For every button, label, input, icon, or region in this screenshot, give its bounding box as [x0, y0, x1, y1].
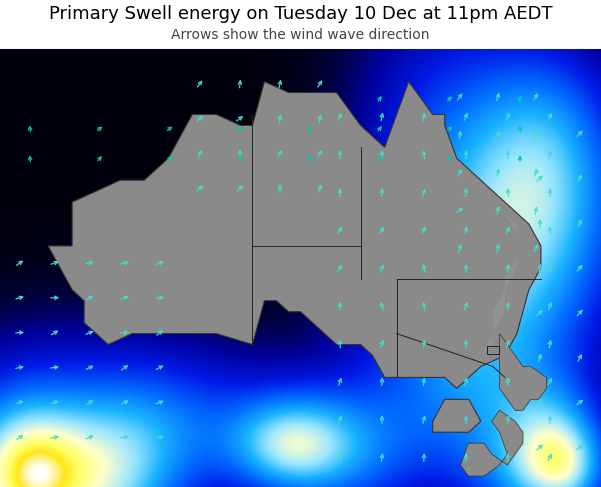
Polygon shape	[48, 81, 541, 389]
Polygon shape	[469, 213, 517, 366]
Bar	[487, 346, 499, 355]
Polygon shape	[460, 410, 523, 476]
Polygon shape	[433, 399, 481, 432]
Polygon shape	[499, 334, 546, 410]
Text: Arrows show the wind wave direction: Arrows show the wind wave direction	[171, 28, 430, 42]
Text: Primary Swell energy on Tuesday 10 Dec at 11pm AEDT: Primary Swell energy on Tuesday 10 Dec a…	[49, 5, 552, 22]
